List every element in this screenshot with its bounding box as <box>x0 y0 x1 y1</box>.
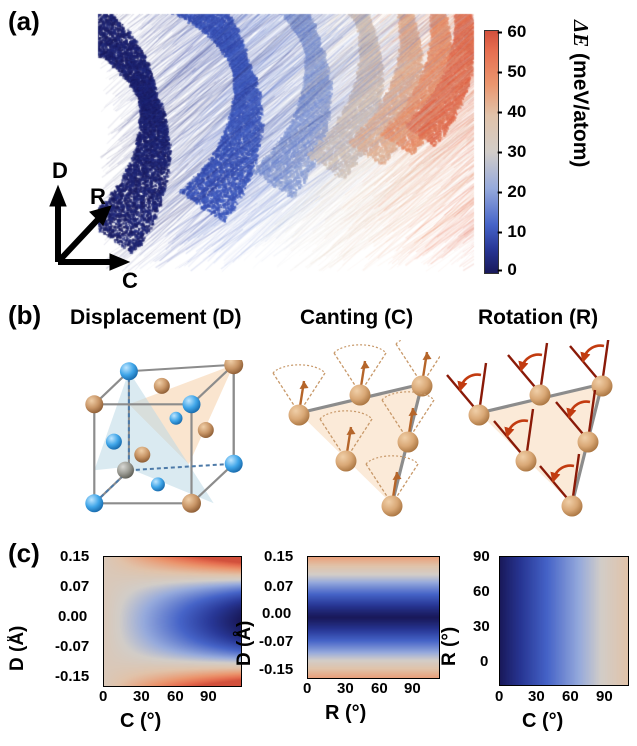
svg-text:C: C <box>122 268 138 293</box>
svg-text:D: D <box>52 158 68 183</box>
svg-text:R: R <box>90 184 106 209</box>
